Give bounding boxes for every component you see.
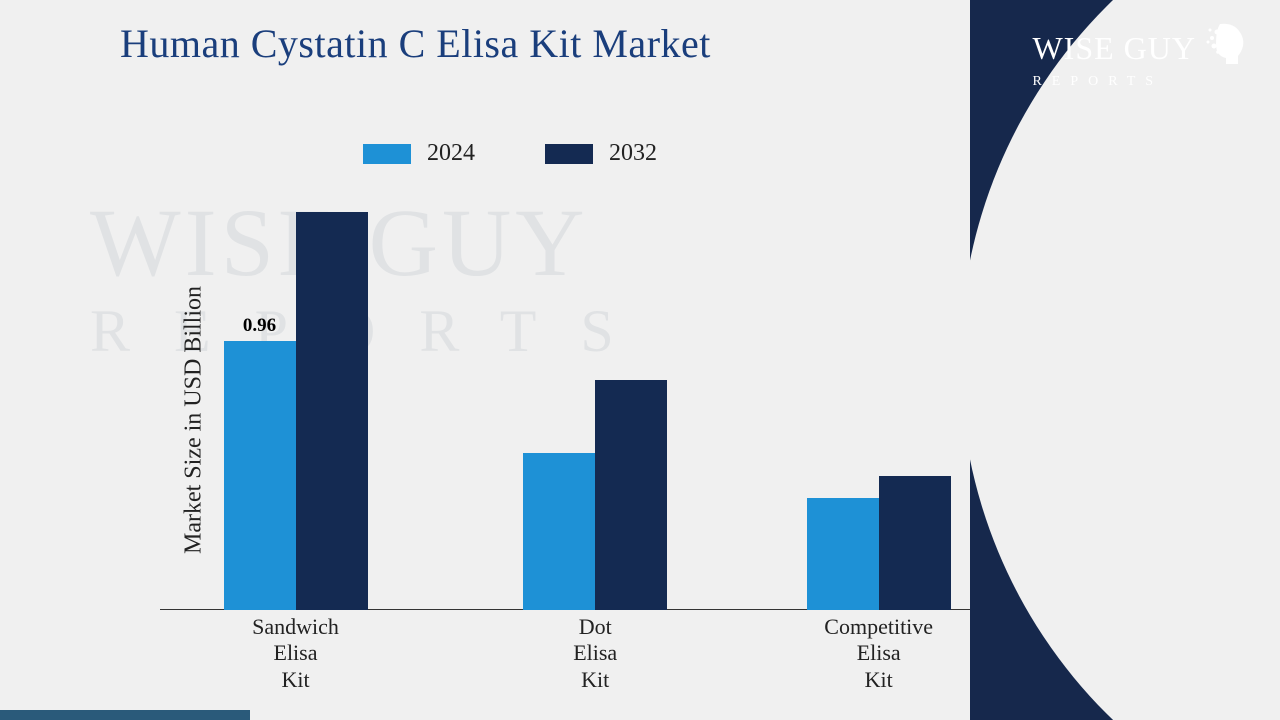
logo-head-icon	[1202, 20, 1250, 76]
plot-area: 0.96SandwichElisaKitDotElisaKitCompetiti…	[160, 190, 970, 610]
bar-2032	[595, 380, 667, 610]
bar-2024: 0.96	[224, 341, 296, 610]
stage: WISE GUY REPORTS Human Cystatin C Elisa …	[0, 0, 1280, 720]
legend-label-2024: 2024	[427, 140, 475, 167]
bar-group: DotElisaKit	[500, 380, 690, 610]
bar-group: CompetitiveElisaKit	[784, 476, 974, 610]
x-axis-label: DotElisaKit	[500, 610, 690, 693]
decorative-circle	[960, 0, 1280, 720]
bar-2032	[296, 212, 368, 610]
legend-item-2032: 2032	[545, 140, 657, 167]
legend-item-2024: 2024	[363, 140, 475, 167]
bottom-accent-bar	[0, 710, 250, 720]
wiseguy-logo: WISE GUY REPORTS	[1032, 20, 1250, 90]
logo-line-2: REPORTS	[1032, 74, 1250, 90]
chart-title: Human Cystatin C Elisa Kit Market	[120, 20, 711, 67]
chart-area: Market Size in USD Billion 2024 2032 0.9…	[50, 140, 970, 700]
bar-2024	[807, 498, 879, 610]
bar-group: 0.96SandwichElisaKit	[201, 212, 391, 610]
x-axis-label: SandwichElisaKit	[201, 610, 391, 693]
legend: 2024 2032	[363, 140, 657, 167]
logo-line-1: WISE GUY	[1032, 30, 1196, 67]
legend-swatch-2024	[363, 144, 411, 164]
bar-value-label: 0.96	[224, 315, 296, 337]
bar-2032	[879, 476, 951, 610]
x-axis-label: CompetitiveElisaKit	[784, 610, 974, 693]
legend-label-2032: 2032	[609, 140, 657, 167]
bar-2024	[523, 453, 595, 610]
legend-swatch-2032	[545, 144, 593, 164]
right-band	[970, 0, 1280, 720]
